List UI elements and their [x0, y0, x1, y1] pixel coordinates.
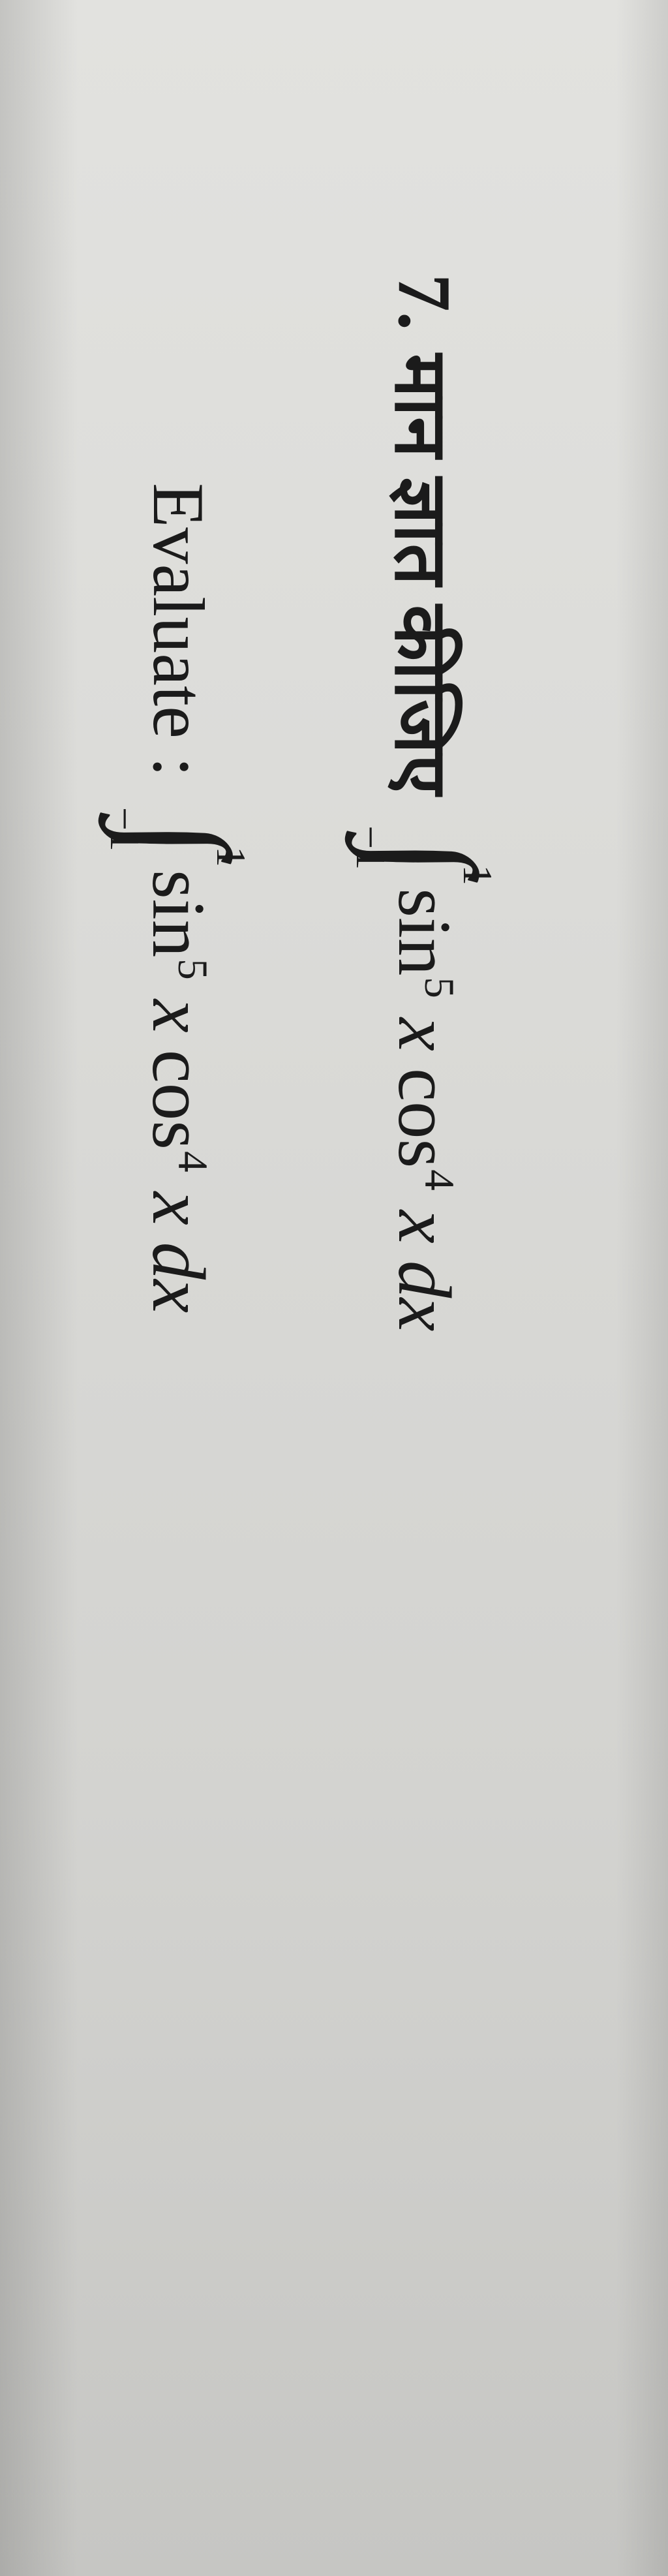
paper-shadow-top [616, 0, 668, 2576]
var-x-1a: x [383, 1018, 466, 1051]
upper-limit-2: 1 [211, 846, 252, 867]
var-x-2a: x [137, 1000, 220, 1033]
question-line-hindi: 7. मान ज्ञात कीजिए 1 ∫ −1 sin5 x cos4 x dx [350, 274, 499, 2362]
question-line-english: Evaluate : 1 ∫ −1 sin5 x cos4 x dx [104, 483, 252, 2362]
sin-text-2: sin [137, 870, 220, 957]
lower-limit-1: −1 [350, 825, 392, 870]
question-number: 7. [381, 274, 467, 330]
integrand-1: sin5 x cos4 x dx [381, 888, 467, 1331]
lower-limit-2: −1 [104, 807, 145, 851]
cos-text-2: cos [137, 1050, 220, 1150]
dx-1: dx [383, 1261, 466, 1332]
paper-shadow-bottom [0, 0, 78, 2576]
upper-limit-1: 1 [457, 865, 498, 885]
cos-power-1: 4 [416, 1169, 463, 1191]
var-x-2b: x [137, 1192, 220, 1225]
cos-power-2: 4 [169, 1151, 216, 1173]
integral-symbol-2: 1 ∫ −1 [104, 816, 252, 861]
int-glyph-1: ∫ [389, 838, 465, 876]
page-surface: 7. मान ज्ञात कीजिए 1 ∫ −1 sin5xcos4xdx E… [0, 0, 668, 2576]
int-glyph-2: ∫ [143, 820, 219, 857]
cos-text-1: cos [383, 1068, 466, 1168]
sin-power-2: 5 [169, 958, 216, 980]
dx-2: dx [137, 1242, 220, 1313]
hindi-prompt: मान ज्ञात कीजिए [374, 354, 474, 795]
sin-power-1: 5 [416, 977, 463, 998]
var-x-1b: x [383, 1210, 466, 1244]
english-prompt: Evaluate : [136, 483, 220, 777]
integrand-2: sin5 x cos4 x dx [135, 870, 221, 1313]
integral-symbol-1: 1 ∫ −1 [350, 835, 499, 879]
sin-text-1: sin [383, 888, 466, 975]
question-block: 7. मान ज्ञात कीजिए 1 ∫ −1 sin5xcos4xdx E… [104, 274, 498, 2362]
